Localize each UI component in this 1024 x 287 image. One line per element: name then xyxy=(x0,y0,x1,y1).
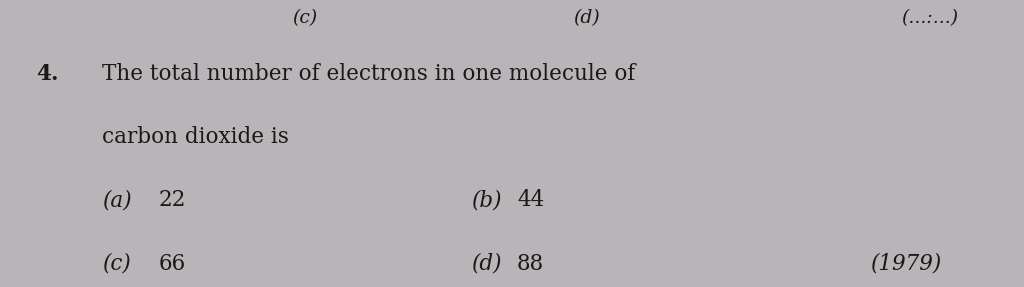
Text: 4.: 4. xyxy=(36,63,58,85)
Text: The total number of electrons in one molecule of: The total number of electrons in one mol… xyxy=(102,63,636,85)
Text: (1979): (1979) xyxy=(870,253,942,275)
Text: (d): (d) xyxy=(573,9,600,27)
Text: 88: 88 xyxy=(517,253,545,275)
Text: 66: 66 xyxy=(159,253,186,275)
Text: 22: 22 xyxy=(159,189,186,212)
Text: (c): (c) xyxy=(292,9,317,27)
Text: (a): (a) xyxy=(102,189,132,212)
Text: (d): (d) xyxy=(471,253,502,275)
Text: (c): (c) xyxy=(102,253,131,275)
Text: 44: 44 xyxy=(517,189,545,212)
Text: carbon dioxide is: carbon dioxide is xyxy=(102,126,289,148)
Text: (...:...): (...:...) xyxy=(901,9,958,27)
Text: (b): (b) xyxy=(471,189,502,212)
